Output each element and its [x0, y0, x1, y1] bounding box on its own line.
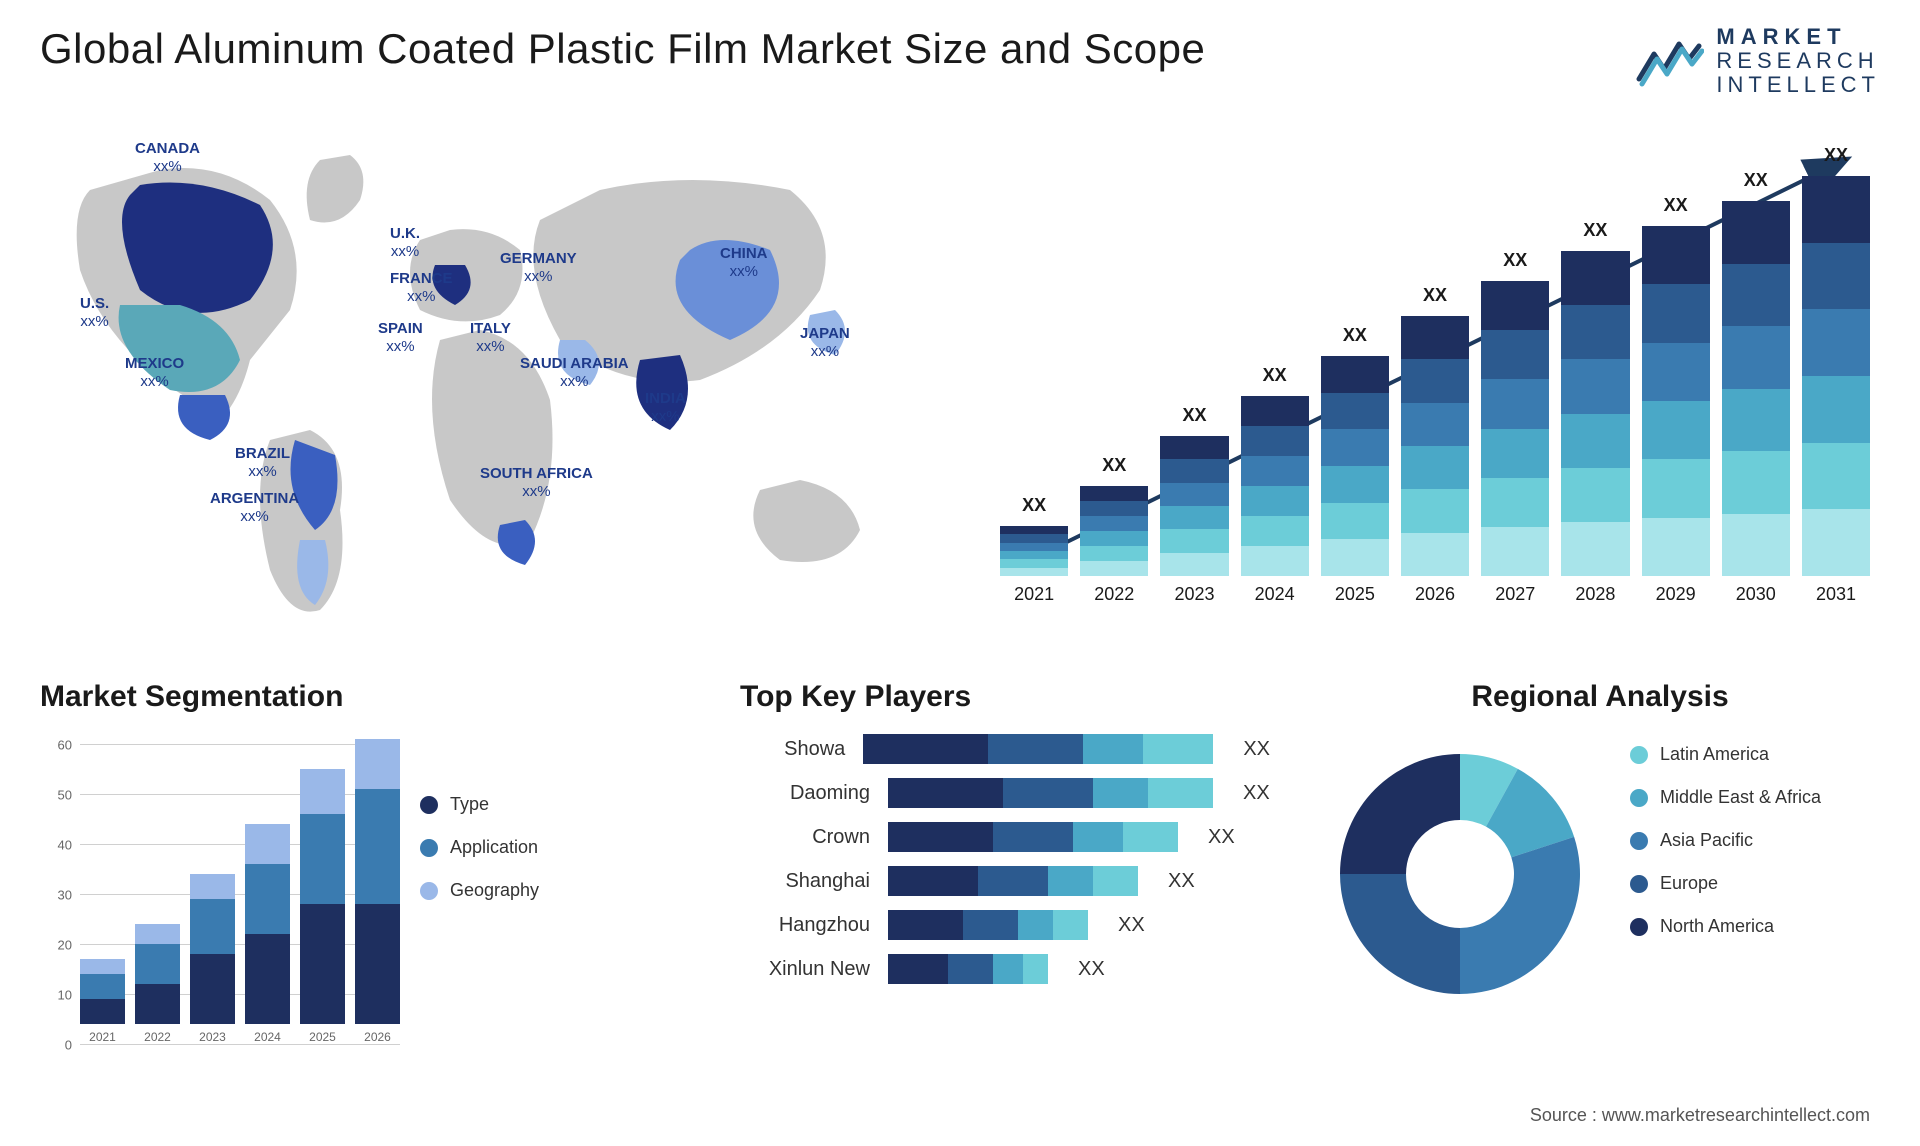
player-row: HangzhouXX: [740, 910, 1270, 940]
year-bar: XX2026: [1401, 316, 1469, 605]
year-bar: XX2031: [1802, 176, 1870, 605]
map-label: U.S.xx%: [80, 295, 109, 331]
logo-line3: INTELLECT: [1716, 73, 1880, 97]
map-label: ITALYxx%: [470, 320, 511, 356]
logo-line1: MARKET: [1716, 25, 1880, 49]
source-text: Source : www.marketresearchintellect.com: [1530, 1105, 1870, 1126]
seg-bar: 2022: [135, 924, 180, 1044]
map-label: INDIAxx%: [645, 390, 686, 426]
map-label: SPAINxx%: [378, 320, 423, 356]
header: Global Aluminum Coated Plastic Film Mark…: [40, 25, 1880, 98]
players-section: Top Key Players ShowaXX DaomingXX CrownXX S…: [740, 680, 1270, 998]
year-bar: XX2021: [1000, 526, 1068, 605]
segmentation-title: Market Segmentation: [40, 680, 600, 714]
regional-donut: [1320, 734, 1600, 1014]
map-label: U.K.xx%: [390, 225, 420, 261]
year-bar: XX2030: [1722, 201, 1790, 605]
player-row: CrownXX: [740, 822, 1270, 852]
logo: MARKET RESEARCH INTELLECT: [1634, 25, 1880, 98]
segmentation-section: Market Segmentation 0102030405060 202120…: [40, 680, 600, 1074]
year-bar: XX2027: [1481, 281, 1549, 605]
seg-bar: 2024: [245, 824, 290, 1044]
donut-slice: [1340, 754, 1460, 874]
map-label: SOUTH AFRICAxx%: [480, 465, 593, 501]
logo-line2: RESEARCH: [1716, 49, 1880, 73]
legend-item: Europe: [1630, 873, 1880, 894]
donut-slice: [1460, 837, 1580, 994]
legend-item: Latin America: [1630, 744, 1880, 765]
legend-item: Geography: [420, 880, 600, 901]
regional-title: Regional Analysis: [1320, 680, 1880, 714]
legend-item: Type: [420, 794, 600, 815]
legend-item: North America: [1630, 916, 1880, 937]
legend-item: Asia Pacific: [1630, 830, 1880, 851]
seg-bar: 2023: [190, 874, 235, 1044]
players-title: Top Key Players: [740, 680, 1270, 714]
legend-item: Middle East & Africa: [1630, 787, 1880, 808]
legend-item: Application: [420, 837, 600, 858]
map-label: BRAZILxx%: [235, 445, 290, 481]
map-label: SAUDI ARABIAxx%: [520, 355, 629, 391]
market-size-chart: XX2021XX2022XX2023XX2024XX2025XX2026XX20…: [1000, 145, 1870, 645]
world-map: CANADAxx% U.S.xx% MEXICOxx% BRAZILxx% ARGENT…: [40, 130, 910, 650]
map-label: JAPANxx%: [800, 325, 850, 361]
segmentation-legend: Type Application Geography: [420, 794, 600, 923]
year-bar: XX2029: [1642, 226, 1710, 605]
year-bar: XX2028: [1561, 251, 1629, 605]
year-bar: XX2022: [1080, 486, 1148, 605]
map-label: ARGENTINAxx%: [210, 490, 299, 526]
segmentation-chart: 0102030405060 202120222023202420252026 T…: [40, 734, 600, 1074]
year-bar: XX2025: [1321, 356, 1389, 605]
seg-bar: 2026: [355, 739, 400, 1044]
year-bar: XX2024: [1241, 396, 1309, 605]
map-label: CANADAxx%: [135, 140, 200, 176]
player-row: ShowaXX: [740, 734, 1270, 764]
map-label: MEXICOxx%: [125, 355, 184, 391]
seg-bar: 2021: [80, 959, 125, 1044]
seg-bar: 2025: [300, 769, 345, 1044]
player-row: ShanghaiXX: [740, 866, 1270, 896]
player-row: Xinlun NewXX: [740, 954, 1270, 984]
logo-icon: [1634, 34, 1704, 89]
year-bar: XX2023: [1160, 436, 1228, 605]
donut-slice: [1340, 874, 1460, 994]
page-title: Global Aluminum Coated Plastic Film Mark…: [40, 25, 1205, 73]
map-label: GERMANYxx%: [500, 250, 577, 286]
player-row: DaomingXX: [740, 778, 1270, 808]
regional-legend: Latin America Middle East & Africa Asia Pa…: [1630, 734, 1880, 959]
map-label: FRANCExx%: [390, 270, 453, 306]
regional-section: Regional Analysis Latin America Middle Ea…: [1320, 680, 1880, 1014]
map-label: CHINAxx%: [720, 245, 768, 281]
